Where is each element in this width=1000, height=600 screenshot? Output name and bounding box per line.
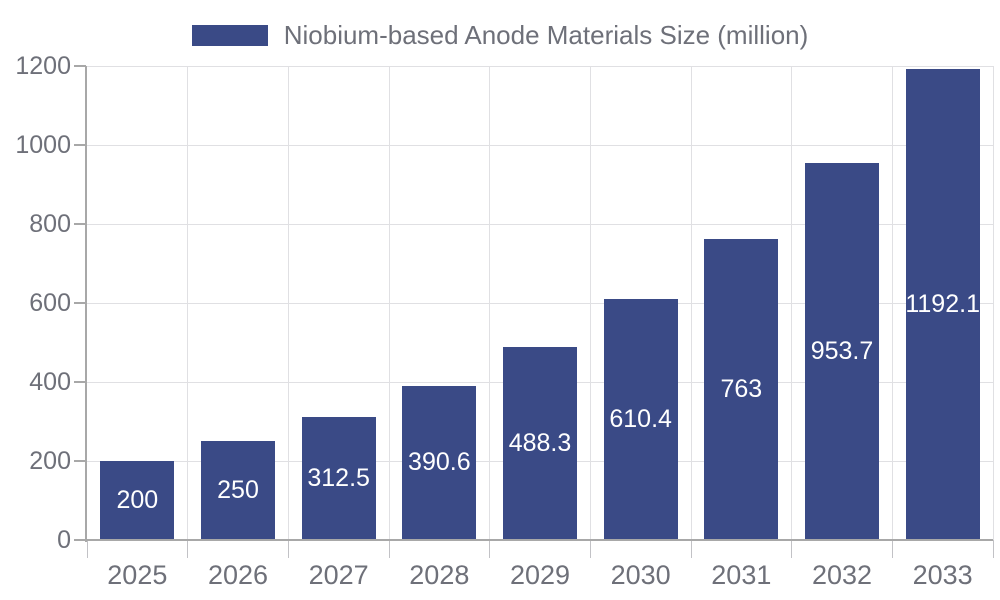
bar-value-label: 250 (217, 476, 259, 505)
legend-label: Niobium-based Anode Materials Size (mill… (283, 20, 809, 50)
y-axis-tick (74, 65, 86, 67)
x-axis-label: 2027 (308, 560, 369, 590)
x-axis-label: 2033 (912, 560, 973, 590)
x-axis-tick (489, 540, 491, 558)
bar-2030[interactable]: 610.4 (603, 298, 678, 540)
x-axis-line (85, 539, 993, 541)
bar-value-label: 390.6 (408, 448, 471, 477)
y-axis-label: 0 (57, 526, 71, 554)
x-axis-tick (388, 540, 390, 558)
x-axis-label: 2031 (711, 560, 772, 590)
gridline-vertical (589, 66, 591, 540)
bar-value-label: 953.7 (810, 337, 874, 366)
x-axis-tick (187, 540, 189, 558)
bar-2032[interactable]: 953.7 (805, 163, 879, 540)
y-axis-tick (74, 223, 86, 225)
gridline-vertical (992, 66, 994, 540)
gridline-vertical (690, 66, 692, 540)
y-axis-tick (74, 144, 86, 146)
y-axis-label: 600 (29, 289, 71, 317)
legend-swatch-icon (191, 24, 268, 46)
gridline-horizontal (87, 223, 993, 225)
bar-2025[interactable]: 200 (100, 461, 175, 540)
x-axis-label: 2028 (409, 560, 470, 590)
bar-value-label: 763 (720, 374, 763, 403)
plot-area: 0 200 400 600 800 1000 1200 200 250 312.5 390.6 488… (15, 52, 994, 590)
bar-value-label: 200 (116, 486, 159, 514)
bar-2033[interactable]: 1192.1 (905, 69, 980, 540)
y-axis-label: 200 (29, 447, 71, 475)
bar-2029[interactable]: 488.3 (503, 347, 577, 540)
gridline-vertical (287, 66, 289, 540)
gridline-horizontal (87, 144, 993, 146)
legend[interactable]: Niobium-based Anode Materials Size (mill… (0, 18, 1000, 52)
gridline-vertical (388, 66, 390, 540)
bar-value-label: 610.4 (609, 404, 672, 433)
y-axis-label: 400 (29, 368, 71, 396)
gridline-horizontal (87, 302, 993, 304)
bar-2026[interactable]: 250 (201, 441, 275, 540)
x-axis-label: 2032 (811, 560, 873, 590)
bar-2031[interactable]: 763 (704, 238, 779, 540)
x-axis-tick (589, 540, 591, 558)
gridline-vertical (891, 66, 893, 540)
x-axis-label: 2029 (509, 560, 571, 590)
y-axis-label: 1200 (15, 52, 71, 80)
gridline-vertical (791, 66, 793, 540)
x-axis-label: 2026 (207, 560, 269, 590)
gridline-vertical (187, 66, 189, 540)
bar-value-label: 312.5 (307, 463, 370, 492)
x-axis-tick (992, 540, 994, 558)
x-axis-tick (791, 540, 793, 558)
x-axis-label: 2025 (107, 560, 168, 590)
gridline-vertical (489, 66, 491, 540)
bar-value-label: 488.3 (508, 429, 572, 458)
y-axis-label: 1000 (15, 131, 71, 159)
y-axis-tick (74, 460, 86, 462)
y-axis-tick (74, 381, 86, 383)
x-axis-label: 2030 (610, 560, 671, 590)
y-axis-line (85, 66, 87, 542)
x-axis-tick (86, 540, 88, 558)
y-axis-tick (74, 302, 86, 304)
x-axis-tick (287, 540, 289, 558)
bar-2028[interactable]: 390.6 (402, 385, 477, 540)
x-axis-tick (690, 540, 692, 558)
y-axis-tick (74, 539, 86, 541)
x-axis-tick (891, 540, 893, 558)
gridline-horizontal (87, 65, 993, 67)
y-axis-label: 800 (29, 210, 71, 238)
bar-2027[interactable]: 312.5 (301, 416, 376, 540)
bar-value-label: 1192.1 (905, 290, 980, 319)
